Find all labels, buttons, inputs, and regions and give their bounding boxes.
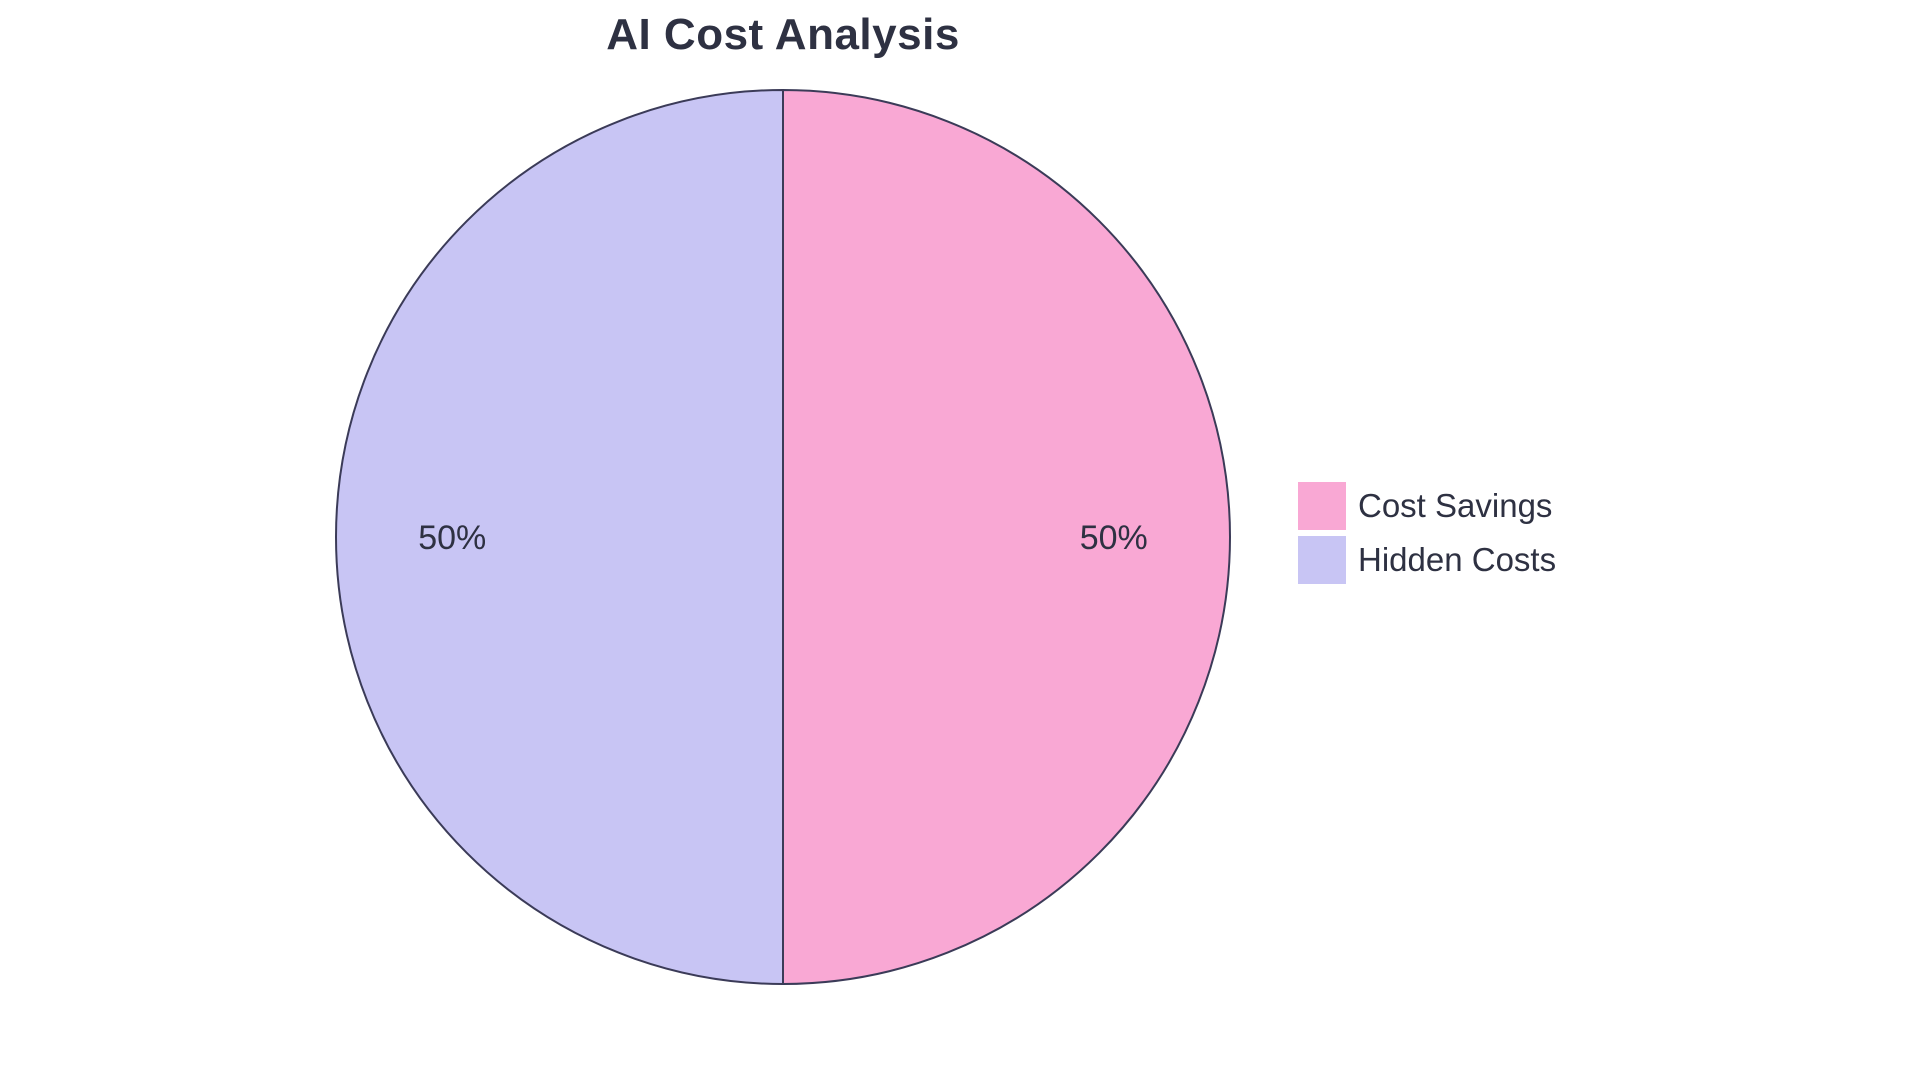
slice-value-label: 50%	[418, 519, 486, 557]
pie-slice-hidden-costs[interactable]	[335, 89, 784, 985]
legend-label-cost-savings: Cost Savings	[1358, 487, 1553, 524]
legend-label-hidden-costs: Hidden Costs	[1358, 541, 1557, 578]
legend-swatch-hidden-costs	[1298, 536, 1346, 584]
pie-slice-cost-savings[interactable]	[782, 89, 1231, 985]
legend-item-hidden-costs[interactable]: Hidden Costs	[1298, 536, 1556, 584]
legend-item-cost-savings[interactable]: Cost Savings	[1298, 482, 1556, 530]
slice-value-label: 50%	[1080, 519, 1148, 557]
legend-swatch-cost-savings	[1298, 482, 1346, 530]
legend: Cost Savings Hidden Costs	[1298, 482, 1556, 584]
chart-title: AI Cost Analysis	[606, 10, 960, 59]
